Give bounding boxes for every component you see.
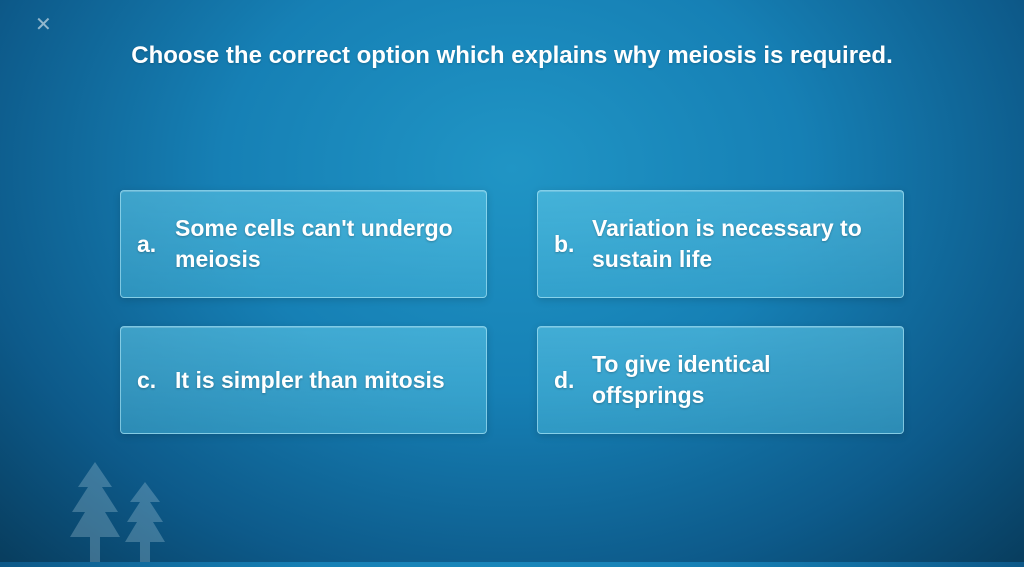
option-c[interactable]: c. It is simpler than mitosis <box>120 326 487 434</box>
close-icon[interactable]: ✕ <box>35 12 52 37</box>
option-a[interactable]: a. Some cells can't undergo meiosis <box>120 190 487 298</box>
option-b[interactable]: b. Variation is necessary to sustain lif… <box>537 190 904 298</box>
tree-decoration-icon <box>30 442 210 562</box>
option-text: Some cells can't undergo meiosis <box>175 213 466 275</box>
option-text: To give identical offsprings <box>592 349 883 411</box>
option-text: It is simpler than mitosis <box>175 365 445 396</box>
option-d[interactable]: d. To give identical offsprings <box>537 326 904 434</box>
option-letter: c. <box>137 367 163 394</box>
option-text: Variation is necessary to sustain life <box>592 213 883 275</box>
option-letter: b. <box>554 231 580 258</box>
option-letter: d. <box>554 367 580 394</box>
option-letter: a. <box>137 231 163 258</box>
question-text: Choose the correct option which explains… <box>0 42 1024 70</box>
options-grid: a. Some cells can't undergo meiosis b. V… <box>120 190 904 434</box>
